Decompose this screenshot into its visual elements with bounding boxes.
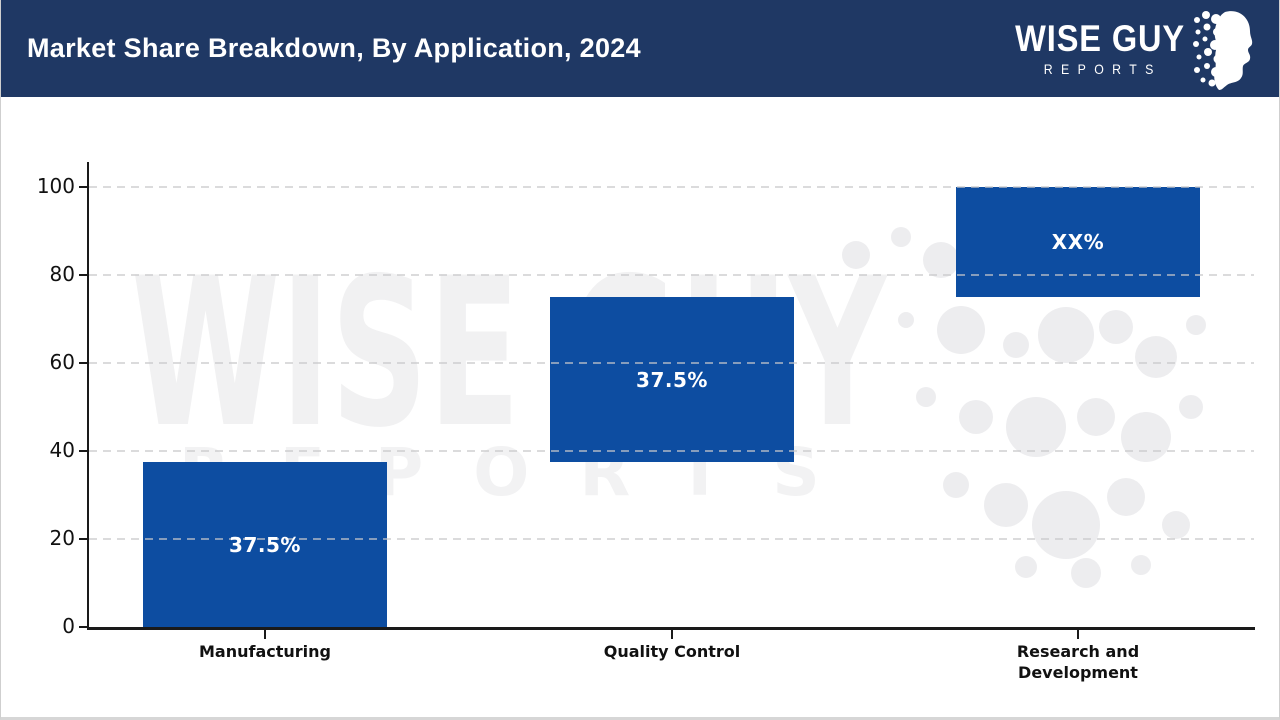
y-tick-label: 80 [49,262,75,286]
y-tick-mark [79,538,88,540]
x-tick-label: Research and Development [1016,642,1140,683]
header: Market Share Breakdown, By Application, … [1,0,1279,97]
x-tick-label: Quality Control [603,642,741,661]
y-tick-mark [79,626,88,628]
x-tick-mark [671,630,673,639]
bar-value-label: 37.5% [229,532,301,557]
gridline [89,186,1254,188]
y-axis-spine [87,162,89,628]
y-tick-mark [79,450,88,452]
y-tick-label: 100 [36,174,75,198]
chart-title: Market Share Breakdown, By Application, … [27,33,641,63]
logo-wordmark: WISE GUY [1015,18,1185,59]
y-tick-label: 40 [49,438,75,462]
x-axis-spine [87,627,1255,630]
gridline [89,450,1254,452]
y-tick-mark [79,186,88,188]
y-tick-label: 60 [49,350,75,374]
y-tick-label: 20 [49,526,75,550]
gridline [89,362,1254,364]
x-tick-mark [264,630,266,639]
y-tick-mark [79,362,88,364]
wise-guy-reports-logo: WISE GUY REPORTS [992,8,1253,90]
logo-subtitle: REPORTS [1043,61,1162,77]
data-bar [956,187,1200,297]
gridline [89,538,1254,540]
data-bar [550,297,794,462]
x-tick-mark [1077,630,1079,639]
logo-text: WISE GUY REPORTS [1015,20,1185,77]
gridline [89,274,1254,276]
data-bar [143,462,387,627]
y-tick-label: 0 [62,614,75,638]
bar-value-label: XX% [1051,230,1105,254]
x-tick-label: Manufacturing [199,642,331,661]
logo-head-icon [1193,10,1253,90]
y-tick-mark [79,274,88,276]
bar-value-label: 37.5% [636,367,708,392]
